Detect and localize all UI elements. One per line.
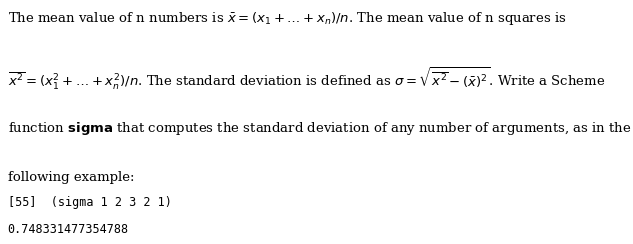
Text: following example:: following example: — [8, 171, 134, 184]
Text: [55]  (sigma 1 2 3 2 1): [55] (sigma 1 2 3 2 1) — [8, 196, 172, 209]
Text: 0.748331477354788: 0.748331477354788 — [8, 223, 128, 236]
Text: function $\mathbf{sigma}$ that computes the standard deviation of any number of : function $\mathbf{sigma}$ that computes … — [8, 120, 631, 137]
Text: $\overline{x^2}=(x_1^2+\ldots+x_n^2)/n$. The standard deviation is defined as $\: $\overline{x^2}=(x_1^2+\ldots+x_n^2)/n$.… — [8, 66, 605, 92]
Text: The mean value of n numbers is $\bar{x}=(x_1+\ldots+x_n)/n$. The mean value of n: The mean value of n numbers is $\bar{x}=… — [8, 10, 566, 27]
